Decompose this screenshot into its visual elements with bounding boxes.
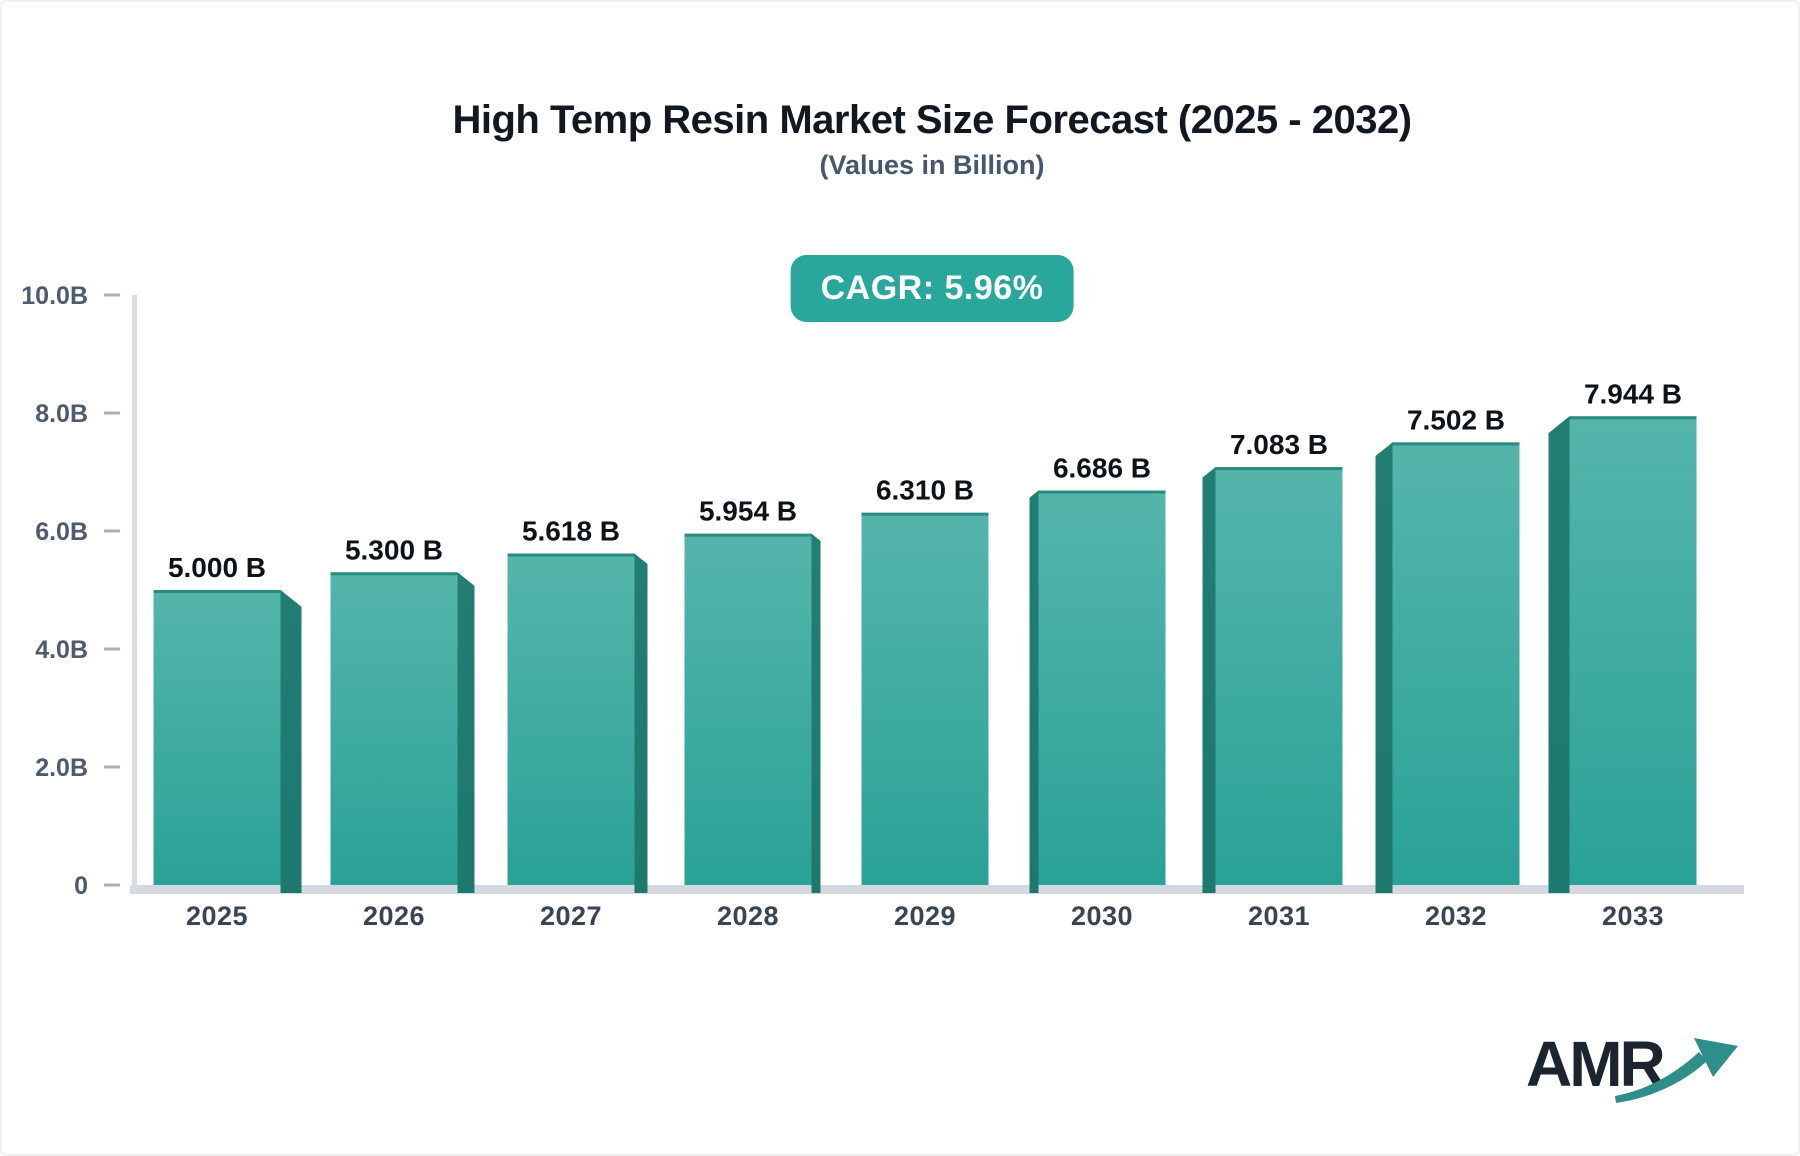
y-tick-label: 8.0B xyxy=(35,400,88,428)
bar-side-face xyxy=(1375,442,1393,893)
y-tick-dash xyxy=(104,529,120,533)
bar-side-face xyxy=(1202,467,1216,893)
bar-value-label: 5.954 B xyxy=(699,496,797,527)
y-axis-line xyxy=(132,295,137,893)
x-axis-label: 2026 xyxy=(363,901,425,931)
bar-side-face xyxy=(1548,416,1570,893)
bar-value-label: 7.944 B xyxy=(1584,378,1682,409)
bar-value-label: 7.502 B xyxy=(1407,404,1505,435)
bar-top-edge xyxy=(1569,416,1697,420)
bar-side-face xyxy=(811,533,821,893)
bar-group-2031: 7.083 B 2031 xyxy=(1202,429,1343,931)
bar-front-face xyxy=(1392,442,1520,885)
bar-front-face xyxy=(507,553,635,885)
bar-group-2028: 5.954 B 2028 xyxy=(684,496,821,931)
x-axis-label: 2028 xyxy=(717,901,779,931)
y-tick-label: 2.0B xyxy=(35,754,88,782)
bar-value-label: 6.310 B xyxy=(876,475,974,506)
bar-value-label: 5.300 B xyxy=(345,534,443,565)
x-axis-label: 2029 xyxy=(894,901,956,931)
bar-value-label: 5.000 B xyxy=(168,552,266,583)
bar-top-edge xyxy=(684,533,812,537)
bar-group-2033: 7.944 B 2033 xyxy=(1548,378,1697,931)
bar-top-edge xyxy=(1392,442,1520,446)
bar-top-edge xyxy=(1215,467,1343,471)
y-tick-dash xyxy=(104,647,120,651)
y-tick-dash xyxy=(104,883,120,887)
bar-group-2029: 6.310 B 2029 xyxy=(861,475,989,931)
chart-header: High Temp Resin Market Size Forecast (20… xyxy=(62,2,1798,342)
chart-subtitle: (Values in Billion) xyxy=(819,150,1045,180)
y-tick-dash xyxy=(104,411,120,415)
bar-front-face xyxy=(1569,416,1697,885)
bar-group-2032: 7.502 B 2032 xyxy=(1375,404,1520,931)
bar-value-label: 7.083 B xyxy=(1230,429,1328,460)
bar-side-face xyxy=(634,553,648,893)
bar-group-2025: 5.000 B 2025 xyxy=(153,552,302,931)
bar-top-edge xyxy=(1038,490,1166,494)
bar-side-face xyxy=(280,590,302,893)
y-tick-label: 10.0B xyxy=(21,282,88,310)
bar-front-face xyxy=(1038,490,1166,885)
y-tick-label: 6.0B xyxy=(35,518,88,546)
x-axis-label: 2025 xyxy=(186,901,248,931)
bar-front-face xyxy=(330,572,458,885)
x-axis-label: 2027 xyxy=(540,901,602,931)
bar-front-face xyxy=(684,533,812,885)
bar-front-face xyxy=(153,590,281,885)
bar-front-face xyxy=(1215,467,1343,885)
x-axis-label: 2032 xyxy=(1425,901,1487,931)
y-tick-dash xyxy=(104,293,120,297)
y-tick-label: 0 xyxy=(74,872,88,900)
bar-top-edge xyxy=(507,553,635,557)
x-axis-label: 2031 xyxy=(1248,901,1310,931)
bar-group-2030: 6.686 B 2030 xyxy=(1029,453,1166,931)
cagr-badge: CAGR: 5.96% xyxy=(790,255,1074,322)
bar-top-edge xyxy=(330,572,458,576)
bar-top-edge xyxy=(861,512,989,516)
bar-value-label: 6.686 B xyxy=(1053,453,1151,484)
chart-title: High Temp Resin Market Size Forecast (20… xyxy=(452,98,1412,142)
amr-logo: AMR xyxy=(1526,1028,1738,1118)
bar-side-face xyxy=(1029,490,1039,893)
growth-arrow-icon xyxy=(1615,1038,1738,1103)
bar-value-label: 5.618 B xyxy=(522,516,620,547)
x-axis-label: 2030 xyxy=(1071,901,1133,931)
y-tick-label: 4.0B xyxy=(35,636,88,664)
bar-front-face xyxy=(861,512,989,885)
x-axis-baseline xyxy=(130,885,1744,894)
bar-side-face xyxy=(457,572,475,893)
amr-logo-text: AMR xyxy=(1526,1028,1666,1100)
bar-group-2026: 5.300 B 2026 xyxy=(330,534,475,931)
bar-top-edge xyxy=(153,590,281,593)
y-tick-dash xyxy=(104,765,120,769)
bar-group-2027: 5.618 B 2027 xyxy=(507,516,648,931)
x-axis-label: 2033 xyxy=(1602,901,1664,931)
